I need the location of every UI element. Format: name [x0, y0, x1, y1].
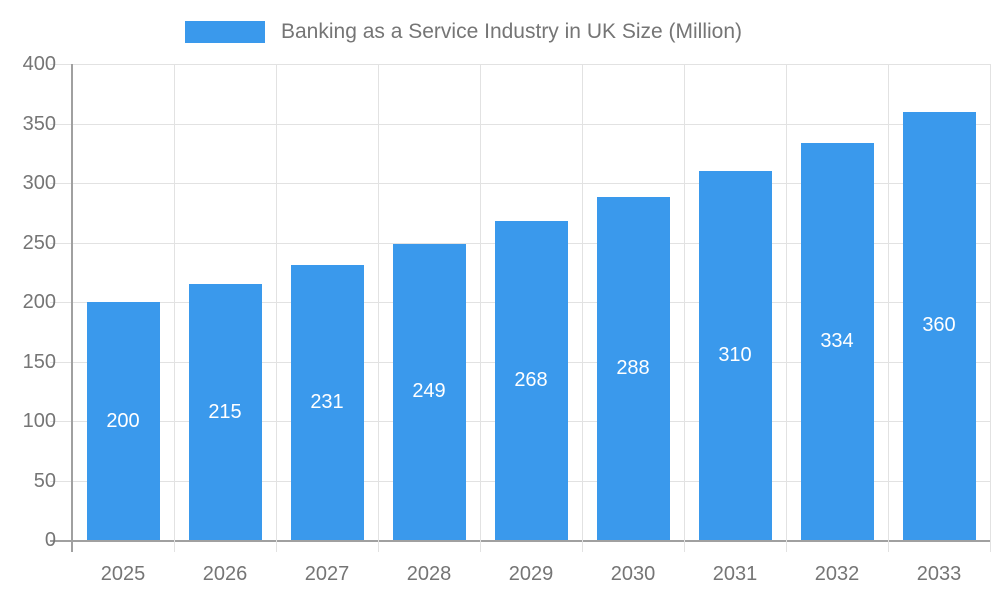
bar-value-label: 310 [718, 344, 752, 367]
x-tick-label: 2030 [610, 563, 656, 585]
v-gridline [683, 64, 685, 552]
bar-value-label: 231 [310, 391, 344, 414]
bar-value-label: 288 [616, 357, 650, 380]
y-tick-label: 400 [22, 53, 56, 75]
x-tick-label: 2032 [814, 563, 860, 585]
bar[interactable]: 334 [800, 142, 874, 540]
x-axis-line [50, 540, 990, 542]
legend-label: Banking as a Service Industry in UK Size… [281, 20, 743, 43]
v-gridline [989, 64, 991, 552]
y-tick-label: 200 [22, 291, 56, 313]
h-gridline [50, 123, 990, 125]
bar[interactable]: 288 [596, 197, 670, 540]
bar-value-label: 249 [412, 380, 446, 403]
y-axis-line [71, 64, 73, 552]
x-tick-label: 2031 [712, 563, 758, 585]
x-tick-label: 2025 [100, 563, 146, 585]
bar-value-label: 360 [922, 314, 956, 337]
v-gridline [479, 64, 481, 552]
bar-value-label: 200 [106, 409, 140, 432]
bar-value-label: 334 [820, 329, 854, 352]
bar[interactable]: 360 [902, 111, 976, 540]
y-tick-label: 0 [44, 529, 56, 551]
v-gridline [887, 64, 889, 552]
y-tick-label: 150 [22, 350, 56, 373]
bar-value-label: 215 [208, 400, 242, 423]
y-tick-label: 300 [22, 172, 56, 194]
y-tick-label: 250 [22, 231, 56, 254]
bar[interactable]: 231 [290, 265, 364, 540]
chart-legend[interactable]: Banking as a Service Industry in UK Size… [185, 20, 742, 44]
x-tick-label: 2027 [304, 563, 350, 585]
v-gridline [173, 64, 175, 552]
bar-value-label: 268 [514, 369, 548, 392]
bar[interactable]: 310 [698, 171, 772, 540]
x-tick-label: 2029 [508, 563, 554, 585]
legend-swatch [185, 21, 265, 43]
v-gridline [581, 64, 583, 552]
v-gridline [785, 64, 787, 552]
x-tick-label: 2028 [406, 563, 452, 585]
x-tick-label: 2033 [916, 563, 962, 585]
h-gridline [50, 183, 990, 184]
y-tick-label: 50 [33, 469, 56, 492]
v-gridline [275, 64, 277, 552]
plot-area: 0 50 100 150 200 250 300 350 400 200 2025 215 2026 23… [23, 53, 991, 585]
v-gridline [377, 64, 379, 552]
bar[interactable]: 200 [86, 302, 160, 540]
y-tick-label: 100 [22, 410, 56, 432]
bar[interactable]: 268 [494, 221, 568, 540]
bar[interactable]: 249 [392, 243, 466, 540]
y-tick-label: 350 [22, 112, 56, 135]
bar[interactable]: 215 [188, 284, 262, 540]
x-tick-label: 2026 [202, 563, 248, 585]
h-gridline [50, 64, 990, 65]
